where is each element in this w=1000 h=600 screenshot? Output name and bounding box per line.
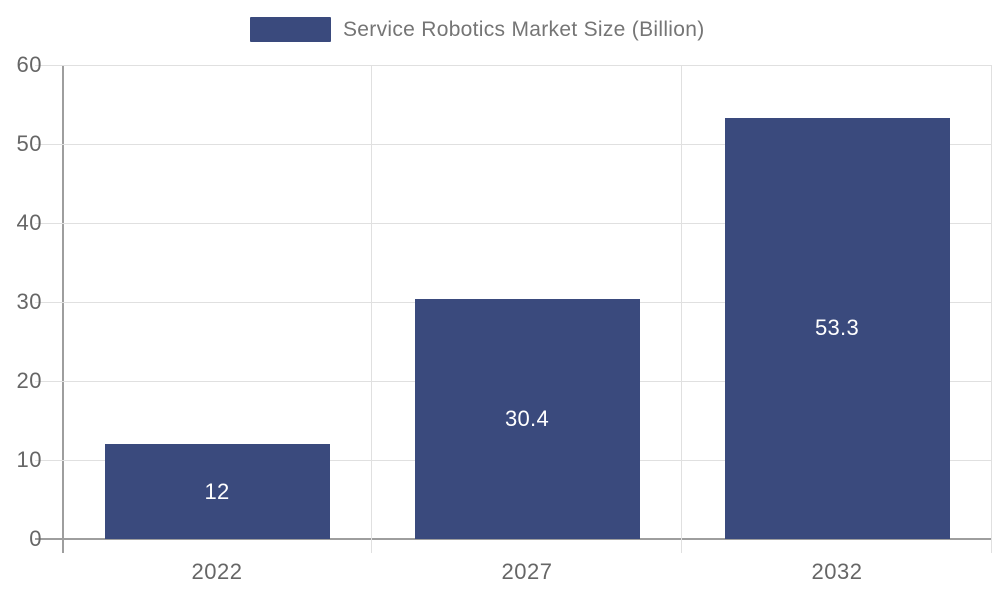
y-tick-label-0: 0 bbox=[29, 526, 42, 551]
bar-2027[interactable]: 30.4 bbox=[414, 298, 640, 539]
bar-value-label: 30.4 bbox=[504, 405, 550, 431]
legend[interactable]: Service Robotics Market Size (Billion) bbox=[250, 17, 705, 42]
y-axis-line bbox=[62, 65, 64, 553]
plot-area: 0 10 20 30 40 50 60 12 2022 30.4 2027 53.3 2032 bbox=[17, 52, 992, 584]
bar-2022[interactable]: 12 bbox=[104, 444, 330, 539]
y-tick-label-20: 20 bbox=[16, 368, 42, 393]
y-tick-label-50: 50 bbox=[16, 131, 42, 156]
x-tick-label-2022: 2022 bbox=[191, 559, 243, 584]
bar-value-label: 12 bbox=[204, 478, 230, 504]
y-tick-label-40: 40 bbox=[16, 210, 42, 235]
gridline-x-2 bbox=[681, 65, 682, 553]
x-axis-line bbox=[35, 538, 992, 540]
y-tick-label-10: 10 bbox=[16, 447, 42, 472]
legend-swatch bbox=[250, 17, 331, 42]
gridline-x-1 bbox=[371, 65, 372, 553]
y-tick-label-30: 30 bbox=[16, 289, 42, 314]
bar-2032[interactable]: 53.3 bbox=[724, 117, 950, 539]
gridline-y-50 bbox=[35, 143, 992, 145]
x-tick-label-2027: 2027 bbox=[501, 559, 553, 584]
x-tick-label-2032: 2032 bbox=[811, 559, 863, 584]
gridline-x-3 bbox=[991, 65, 992, 553]
bar-value-label: 53.3 bbox=[814, 315, 860, 341]
legend-label: Service Robotics Market Size (Billion) bbox=[343, 17, 705, 41]
gridline-y-40 bbox=[35, 222, 992, 224]
gridline-y-60 bbox=[35, 64, 992, 66]
y-tick-label-60: 60 bbox=[16, 52, 42, 77]
